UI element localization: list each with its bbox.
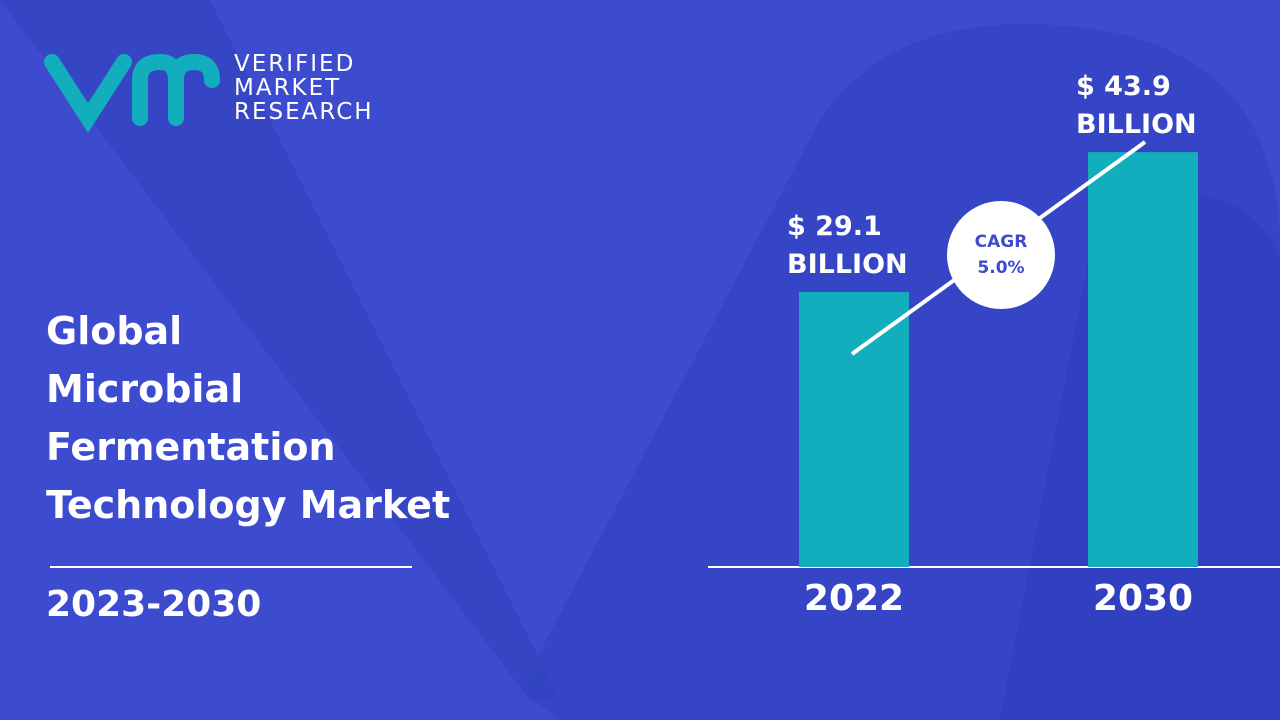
brand-line: MARKET: [234, 75, 342, 101]
cagr-circle: [947, 201, 1055, 309]
title-line: Microbial: [46, 367, 244, 411]
x-tick-label: 2030: [1092, 578, 1194, 619]
logo: [44, 53, 220, 133]
title-line: Technology Market: [46, 483, 451, 527]
bar: [799, 292, 909, 567]
brand-line: VERIFIED: [234, 51, 356, 77]
title-line: Fermentation: [46, 425, 336, 469]
title-line: Global: [46, 309, 183, 353]
cagr-line: 5.0%: [977, 258, 1025, 278]
bg-shape: [0, 0, 560, 700]
brand: VERIFIED MARKET RESEARCH: [234, 52, 374, 124]
title: Global Microbial Fermentation Technology Ma…: [46, 302, 450, 534]
value-label: $ 43.9 BILLION: [1076, 71, 1197, 141]
x-tick-label: 2022: [803, 578, 905, 619]
cagr: CAGR 5.0%: [948, 229, 1054, 281]
brand-line: RESEARCH: [234, 99, 374, 125]
value-label: $ 29.1 BILLION: [787, 211, 908, 280]
subtitle: 2023-2030: [46, 584, 262, 625]
cagr-line: CAGR: [974, 232, 1028, 252]
bar: [1088, 152, 1198, 567]
